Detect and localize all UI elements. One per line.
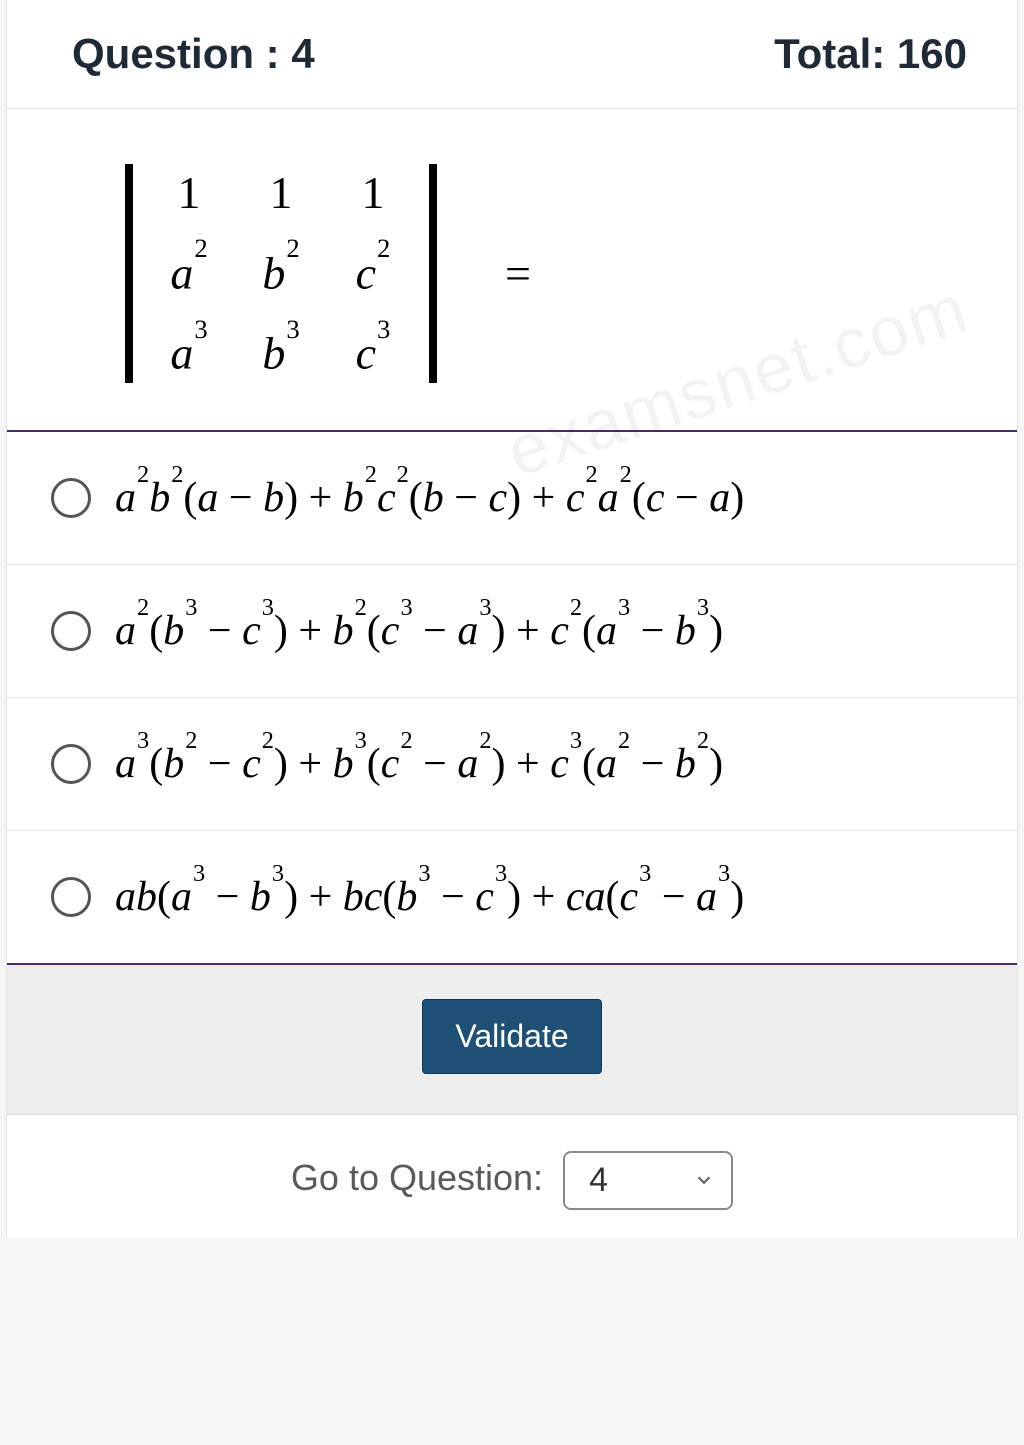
radio-icon[interactable] [51,611,91,651]
answer-option[interactable]: a2b2(a − b) + b2c2(b − c) + c2a2(c − a) [7,432,1017,565]
matrix-cell: c3 [345,330,401,376]
determinant-expression: 1 1 1 a2 b2 c2 a3 b3 c3 = [97,164,531,383]
option-text: ab(a3 − b3) + bc(b3 − c3) + ca(c3 − a3) [115,873,744,921]
goto-question-select[interactable]: 4 [563,1151,733,1210]
goto-label: Go to Question: [291,1157,543,1199]
validate-footer: Validate [7,965,1017,1115]
determinant-matrix: 1 1 1 a2 b2 c2 a3 b3 c3 [161,164,401,383]
answer-option[interactable]: a3(b2 − c2) + b3(c2 − a2) + c3(a2 − b2) [7,698,1017,831]
matrix-cell: a3 [161,330,217,376]
goto-question-value: 4 [589,1161,608,1200]
matrix-cell: 1 [253,170,309,216]
radio-icon[interactable] [51,877,91,917]
chevron-down-icon [693,1169,715,1191]
determinant: 1 1 1 a2 b2 c2 a3 b3 c3 [97,164,465,383]
matrix-cell: 1 [345,170,401,216]
matrix-cell: a2 [161,250,217,296]
question-header: Question : 4 Total: 160 [7,0,1017,109]
question-card: Question : 4 Total: 160 1 1 1 a2 b2 c2 a… [6,0,1018,1238]
answer-options: a2b2(a − b) + b2c2(b − c) + c2a2(c − a) … [7,432,1017,965]
matrix-cell: 1 [161,170,217,216]
goto-footer: Go to Question: 4 [7,1115,1017,1238]
validate-button[interactable]: Validate [422,999,601,1074]
option-text: a3(b2 − c2) + b3(c2 − a2) + c3(a2 − b2) [115,740,723,788]
radio-icon[interactable] [51,744,91,784]
matrix-cell: b2 [253,250,309,296]
question-body: 1 1 1 a2 b2 c2 a3 b3 c3 = examsnet.com [7,109,1017,432]
question-number-label: Question : 4 [72,30,315,78]
det-right-bar [429,164,437,383]
total-label: Total: 160 [774,30,967,78]
answer-option[interactable]: ab(a3 − b3) + bc(b3 − c3) + ca(c3 − a3) [7,831,1017,965]
matrix-cell: b3 [253,330,309,376]
answer-option[interactable]: a2(b3 − c3) + b2(c3 − a3) + c2(a3 − b3) [7,565,1017,698]
radio-icon[interactable] [51,478,91,518]
matrix-cell: c2 [345,250,401,296]
option-text: a2b2(a − b) + b2c2(b − c) + c2a2(c − a) [115,474,744,522]
equals-sign: = [505,247,531,300]
det-left-bar [125,164,133,383]
option-text: a2(b3 − c3) + b2(c3 − a3) + c2(a3 − b3) [115,607,723,655]
